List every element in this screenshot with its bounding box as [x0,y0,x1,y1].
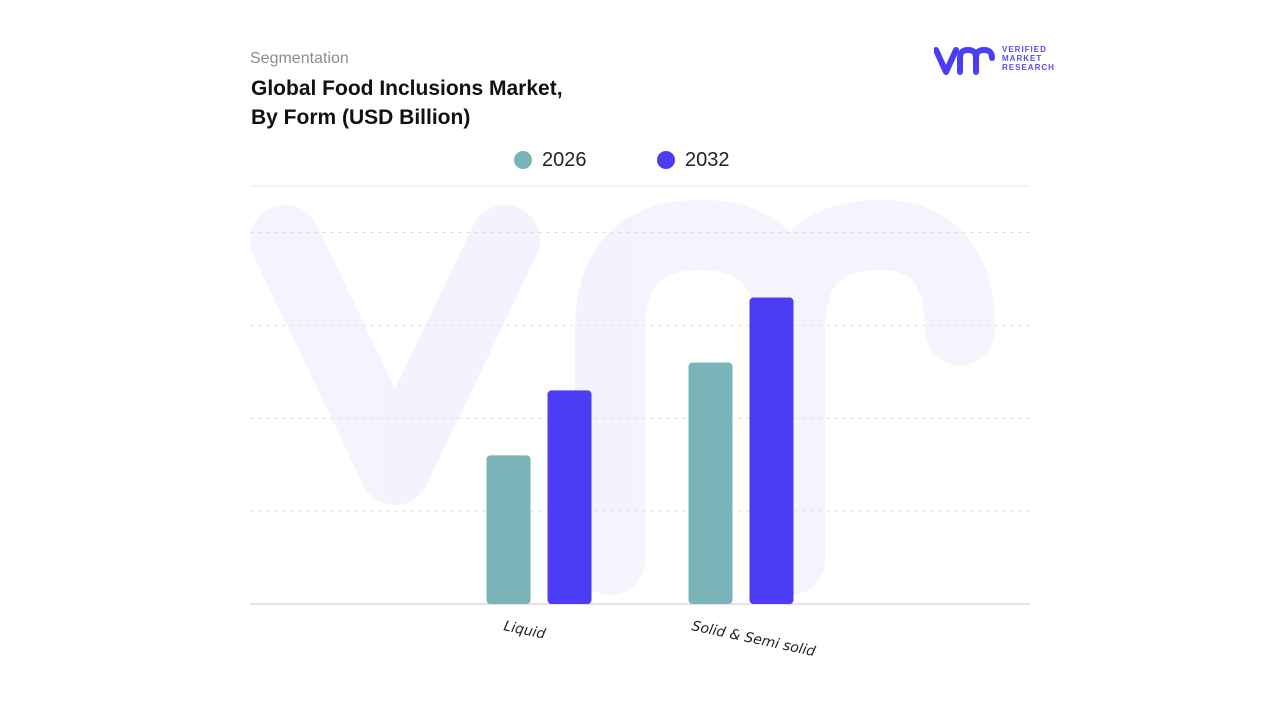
x-tick-label-2: Solid & Semi solid [690,618,817,660]
watermark-logo [250,199,995,595]
bar-liquid-2032 [547,390,592,604]
chart-title-line-2: By Form (USD Billion) [251,106,471,129]
bar-liquid-2026 [486,455,531,604]
chart-title: Global Food Inclusions Market, By Form (… [251,74,671,132]
bar-solid-semi-solid-2032 [749,297,794,604]
bars-group [486,297,794,604]
legend-label-2032: 2032 [685,149,730,171]
grid-lines [250,185,1030,605]
legend-label-2026: 2026 [542,149,587,171]
vmr-logo-icon [934,46,995,75]
x-tick-label-1: Liquid [502,618,547,642]
bar-solid-semi-solid-2026 [688,362,733,604]
chart-title-line-1: Global Food Inclusions Market, [251,77,563,100]
logo-wordmark: VERIFIED MARKET RESEARCH [1002,45,1055,72]
x-axis-labels: Liquid Solid & Semi solid [502,618,817,660]
logo-line-1: VERIFIED [1002,45,1047,54]
chart-subtitle: Segmentation [250,50,349,67]
logo-line-3: RESEARCH [1002,63,1055,72]
logo-line-2: MARKET [1002,54,1043,63]
legend-swatch-2032 [657,151,675,169]
legend-swatch-2026 [514,151,532,169]
